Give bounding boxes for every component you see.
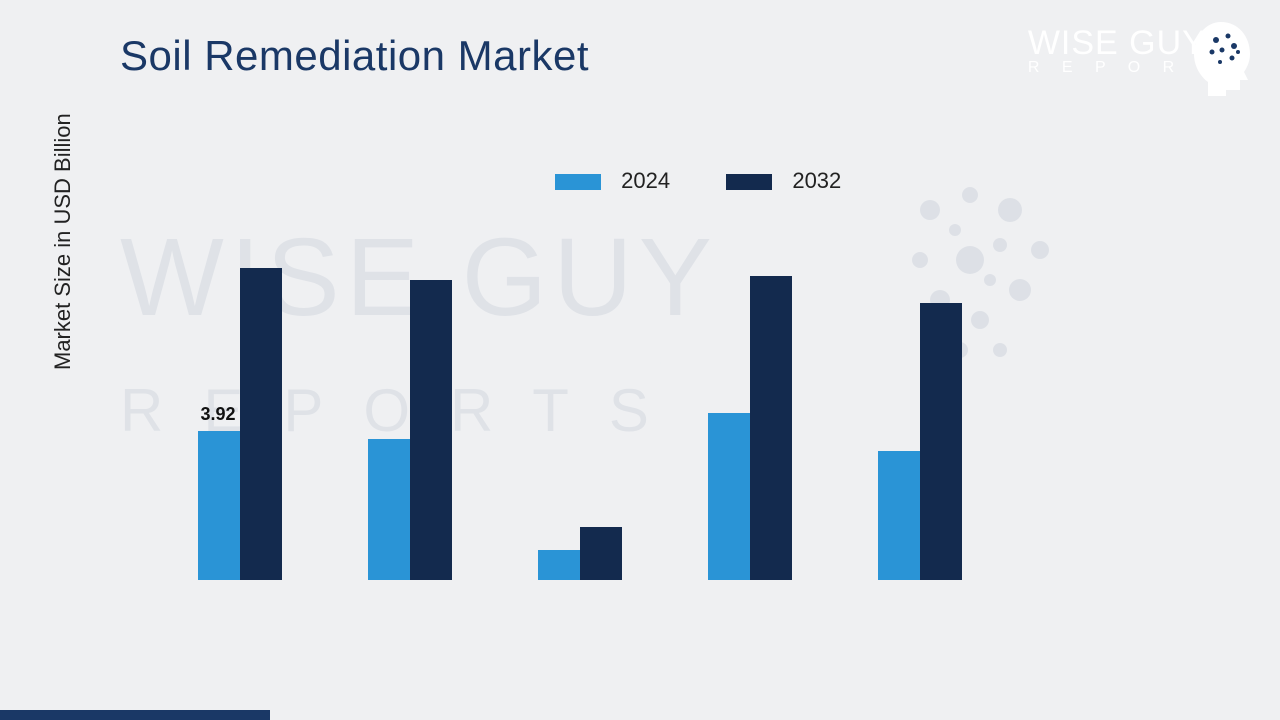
legend-swatch-2024 (555, 174, 601, 190)
bar-value-label: 3.92 (188, 404, 248, 425)
plot-area: 3.92NORTH AMERICAEUROPESOUTH AMERICAASIA… (140, 200, 960, 580)
bar-2032 (580, 527, 622, 580)
legend-swatch-2032 (726, 174, 772, 190)
bar-2024 (368, 439, 410, 580)
legend: 2024 2032 (555, 168, 891, 194)
bar-2032 (410, 280, 452, 580)
bar-2024 (878, 451, 920, 580)
y-axis-label: Market Size in USD Billion (50, 113, 76, 370)
legend-label-2024: 2024 (621, 168, 670, 193)
bar-2032 (920, 303, 962, 580)
chart-area: Market Size in USD Billion 2024 2032 3.9… (60, 160, 980, 680)
bar-2032 (750, 276, 792, 580)
legend-item-2032: 2032 (726, 168, 841, 194)
page-title: Soil Remediation Market (120, 32, 589, 80)
footer-accent-bar (0, 710, 270, 720)
legend-label-2032: 2032 (792, 168, 841, 193)
bar-2024 (708, 413, 750, 580)
legend-item-2024: 2024 (555, 168, 670, 194)
brand-logo: WISE GUY R E P O R T S (1028, 24, 1248, 77)
stage: Soil Remediation Market WISE GUY R E P O… (0, 0, 1280, 720)
brain-head-icon (1186, 20, 1256, 98)
bar-2024 (538, 550, 580, 580)
bar-2024 (198, 431, 240, 580)
